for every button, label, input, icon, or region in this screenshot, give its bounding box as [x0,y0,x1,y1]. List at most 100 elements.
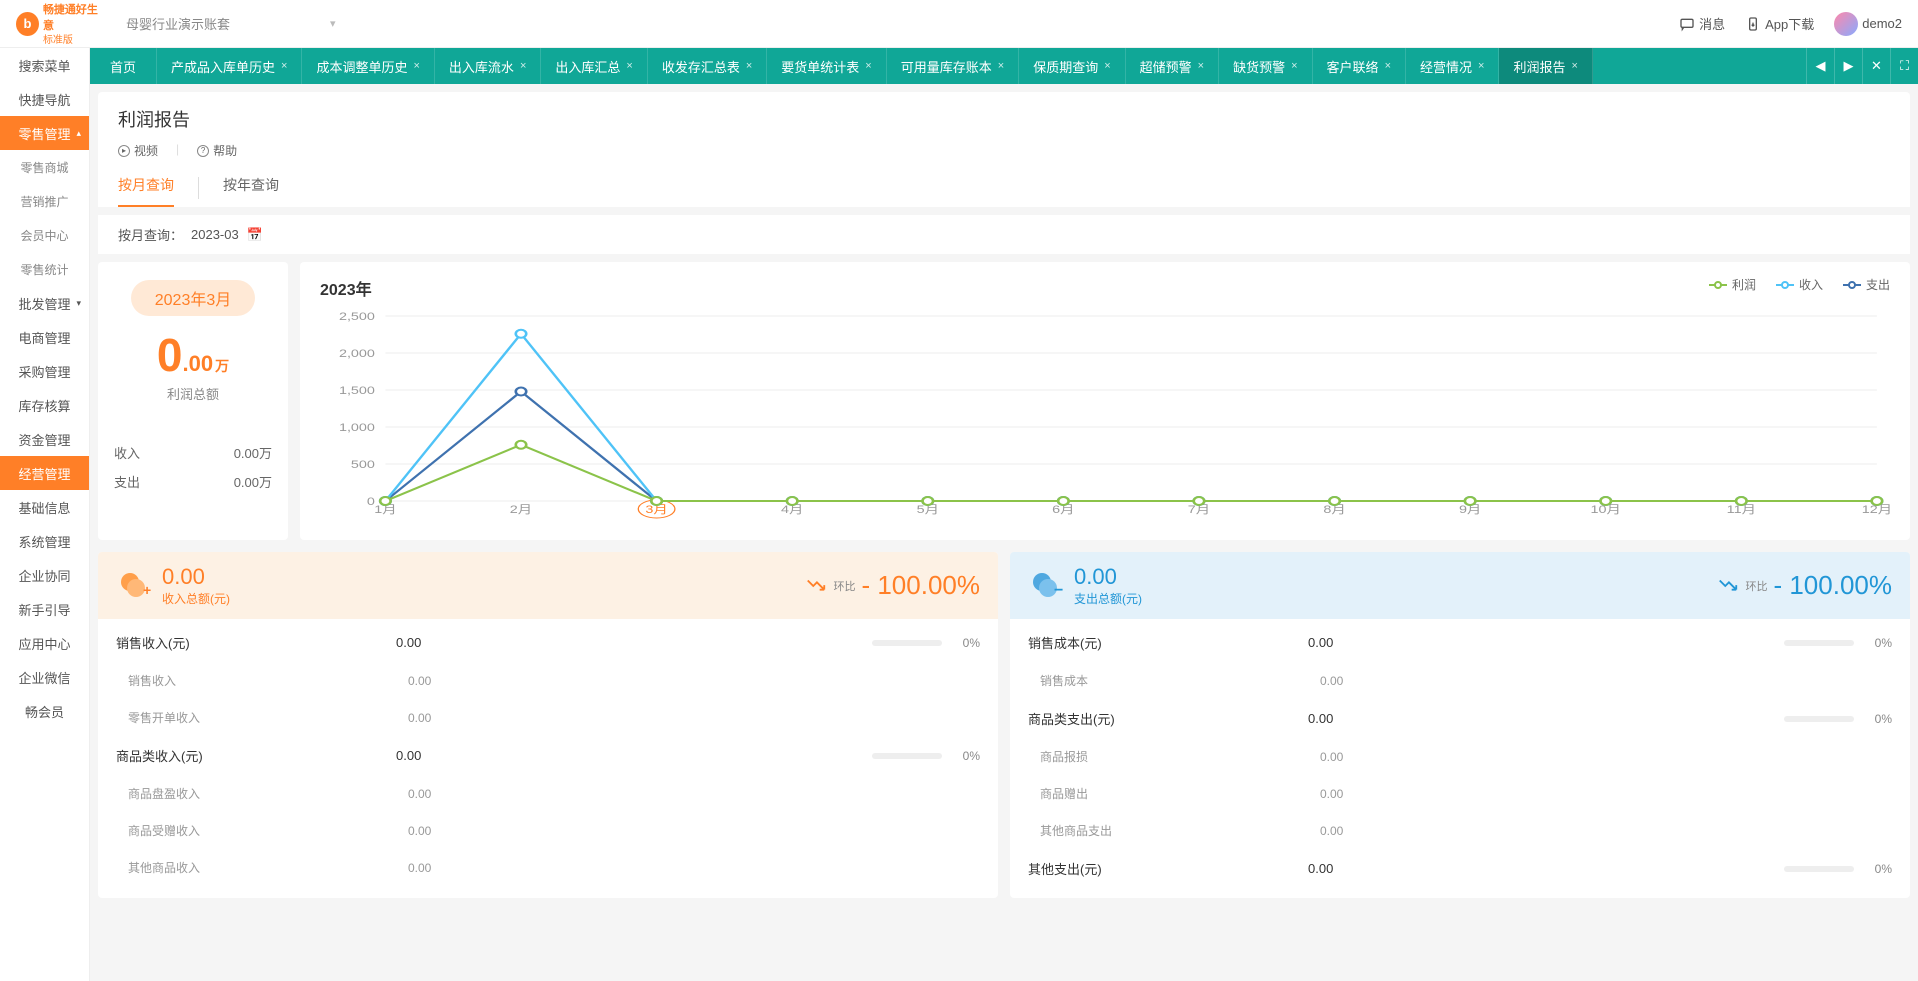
logo: b 畅捷通好生意 标准版 [16,1,106,46]
close-icon[interactable]: × [281,60,287,72]
sidebar-retail-marketing[interactable]: 营销推广 [0,184,89,218]
tabs-scroll-left[interactable]: ◀ [1806,48,1834,84]
sidebar-search[interactable]: 搜索菜单 [0,48,89,82]
income-amount: 0.00 [162,564,230,590]
income-panel-header: + 0.00 收入总额(元) 环比 - 100.00% [98,552,998,619]
tab-item[interactable]: 可用量库存账本 × [887,48,1019,84]
query-label: 按月查询： [118,225,183,244]
tabs-fullscreen[interactable]: ⛶ [1890,48,1918,84]
chart-card: 2023年 利润收入支出 2,5002,0001,5001,00050001月2… [300,262,1910,540]
panel-sub-row: 商品受赠收入0.00 [116,812,980,849]
sidebar-retail-stats[interactable]: 零售统计 [0,252,89,286]
account-name: 母婴行业演示账套 [126,14,230,33]
tabs-scroll-right[interactable]: ▶ [1834,48,1862,84]
sidebar: 搜索菜单 快捷导航 零售管理▴ 零售商城 营销推广 会员中心 零售统计 批发管理… [0,48,90,981]
panel-group-row: 商品类收入(元)0.000% [116,736,980,775]
svg-text:−: − [1054,582,1063,599]
income-icon: + [116,568,152,604]
tab-item[interactable]: 要货单统计表 × [767,48,886,84]
tab-item[interactable]: 产成品入库单历史 × [157,48,302,84]
close-icon[interactable]: × [1198,60,1204,72]
tab-item[interactable]: 利润报告 × [1499,48,1592,84]
tab-label: 缺货预警 [1233,57,1285,76]
avatar-icon [1834,12,1858,36]
income-kv: 收入0.00万 [114,443,272,462]
close-icon[interactable]: × [413,60,419,72]
panel-group-row: 销售收入(元)0.000% [116,623,980,662]
tab-item[interactable]: 超储预警× [1126,48,1219,84]
sidebar-retail-mall[interactable]: 零售商城 [0,150,89,184]
close-icon[interactable]: × [1571,60,1577,72]
tab-label: 产成品入库单历史 [171,57,275,76]
sidebar-guide[interactable]: 新手引导 [0,592,89,626]
tab-item[interactable]: 出入库汇总× [541,48,647,84]
close-icon[interactable]: × [746,60,752,72]
svg-text:1,500: 1,500 [339,384,375,397]
account-selector[interactable]: 母婴行业演示账套 ▾ [126,14,336,33]
tab-label: 收发存汇总表 [662,57,740,76]
legend-item: 收入 [1776,276,1823,293]
tab-item[interactable]: 保质期查询 × [1019,48,1125,84]
close-icon[interactable]: × [1385,60,1391,72]
sidebar-appcenter[interactable]: 应用中心 [0,626,89,660]
tab-label: 经营情况 [1420,57,1472,76]
sidebar-quicknav[interactable]: 快捷导航 [0,82,89,116]
tab-item[interactable]: 收发存汇总表 × [648,48,767,84]
sidebar-finance[interactable]: 资金管理 [0,422,89,456]
sidebar-wholesale[interactable]: 批发管理▾ [0,286,89,320]
sidebar-purchase[interactable]: 采购管理 [0,354,89,388]
close-icon[interactable]: × [626,60,632,72]
tab-label: 出入库流水 [449,57,514,76]
expense-ratio-value: - 100.00% [1773,570,1892,601]
app-download-label: App下载 [1765,14,1814,33]
expense-icon: − [1028,568,1064,604]
svg-text:2月: 2月 [510,503,532,516]
close-icon[interactable]: × [1104,60,1110,72]
profit-total: 0 .00 万 [157,332,229,378]
page-title: 利润报告 [118,106,1890,132]
sidebar-retail[interactable]: 零售管理▴ [0,116,89,150]
tab-item[interactable]: 出入库流水 × [435,48,541,84]
sidebar-collab[interactable]: 企业协同 [0,558,89,592]
app-download-button[interactable]: App下载 [1745,14,1814,33]
query-tab-year[interactable]: 按年查询 [223,169,279,207]
tab-item[interactable]: 缺货预警 × [1219,48,1312,84]
tab-home[interactable]: 首页 [90,48,157,84]
sidebar-system[interactable]: 系统管理 [0,524,89,558]
tab-label: 要货单统计表 [781,57,859,76]
sidebar-ecommerce[interactable]: 电商管理 [0,320,89,354]
sidebar-retail-member[interactable]: 会员中心 [0,218,89,252]
sidebar-member[interactable]: 畅会员 [0,694,89,728]
help-link[interactable]: ?帮助 [197,142,237,159]
question-icon: ? [197,145,209,157]
messages-button[interactable]: 消息 [1679,14,1725,33]
tab-label: 利润报告 [1513,57,1565,76]
svg-text:1,000: 1,000 [339,421,375,434]
video-help-link[interactable]: ▸视频 [118,142,158,159]
sidebar-basic[interactable]: 基础信息 [0,490,89,524]
tabs-close-all[interactable]: ✕ [1862,48,1890,84]
user-menu[interactable]: demo2 [1834,12,1902,36]
income-amount-label: 收入总额(元) [162,590,230,607]
close-icon[interactable]: × [865,60,871,72]
panel-sub-row: 其他商品收入0.00 [116,849,980,886]
panel-sub-row: 其他商品支出0.00 [1028,812,1892,849]
close-icon[interactable]: × [1291,60,1297,72]
close-icon[interactable]: × [1478,60,1484,72]
tab-item[interactable]: 客户联络× [1313,48,1406,84]
sidebar-wecom[interactable]: 企业微信 [0,660,89,694]
download-icon [1745,16,1761,32]
tab-item[interactable]: 成本调整单历史× [302,48,434,84]
sidebar-business[interactable]: 经营管理 [0,456,89,490]
tab-label: 可用量库存账本 [901,57,992,76]
tab-label: 保质期查询 [1033,57,1098,76]
close-icon[interactable]: × [520,60,526,72]
summary-card: 2023年3月 0 .00 万 利润总额 收入0.00万 支出0.00万 [98,262,288,540]
close-icon[interactable]: × [998,60,1004,72]
tab-strip: 首页 产成品入库单历史×成本调整单历史×出入库流水×出入库汇总×收发存汇总表×要… [90,48,1918,84]
expense-amount-label: 支出总额(元) [1074,590,1142,607]
tab-item[interactable]: 经营情况 × [1406,48,1499,84]
query-tab-month[interactable]: 按月查询 [118,169,174,207]
calendar-icon[interactable]: 📅 [247,227,263,243]
sidebar-inventory[interactable]: 库存核算 [0,388,89,422]
